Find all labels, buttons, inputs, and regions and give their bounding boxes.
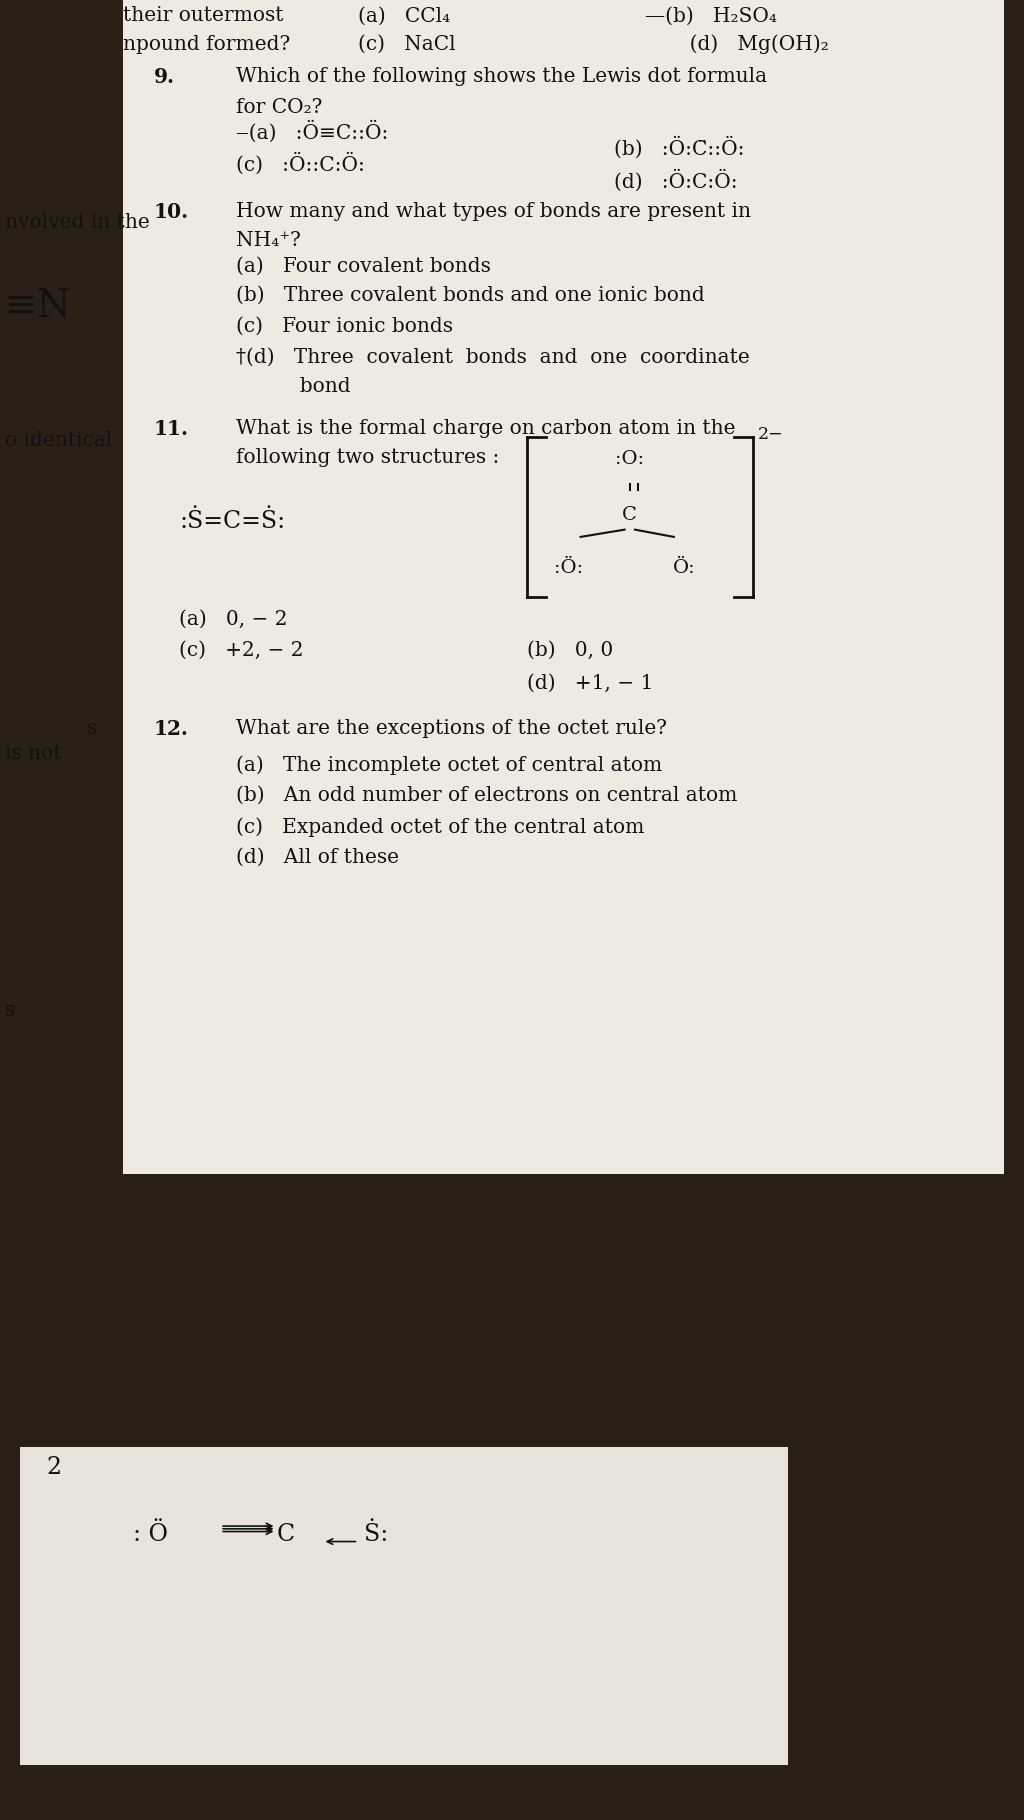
Text: bond: bond <box>236 377 350 395</box>
Text: Ö:: Ö: <box>673 559 695 577</box>
Text: Which of the following shows the Lewis dot formula: Which of the following shows the Lewis d… <box>236 67 767 86</box>
Text: (b)   0, 0: (b) 0, 0 <box>527 641 613 659</box>
Text: What is the formal charge on carbon atom in the: What is the formal charge on carbon atom… <box>236 419 735 437</box>
Text: (c)   Expanded octet of the central atom: (c) Expanded octet of the central atom <box>236 817 644 837</box>
Text: for CO₂?: for CO₂? <box>236 98 322 116</box>
Text: (a)   The incomplete octet of central atom: (a) The incomplete octet of central atom <box>236 755 662 775</box>
Text: (b)   An odd number of electrons on central atom: (b) An odd number of electrons on centra… <box>236 786 737 804</box>
Text: (b)   :Ö:C̈::Ö:: (b) :Ö:C̈::Ö: <box>614 136 744 158</box>
Text: How many and what types of bonds are present in: How many and what types of bonds are pre… <box>236 202 751 220</box>
Text: (d)   Mg(OH)₂: (d) Mg(OH)₂ <box>645 35 828 55</box>
Text: †(d)   Three  covalent  bonds  and  one  coordinate: †(d) Three covalent bonds and one coordi… <box>236 348 750 366</box>
Text: (a)   0, − 2: (a) 0, − 2 <box>179 610 288 628</box>
Text: :O:: :O: <box>615 450 644 468</box>
Text: ‒(a)   :Ö≡C::Ö:: ‒(a) :Ö≡C::Ö: <box>236 120 388 142</box>
Text: 11.: 11. <box>154 419 188 439</box>
Text: (a)   Four covalent bonds: (a) Four covalent bonds <box>236 257 490 275</box>
Text: their outermost: their outermost <box>123 5 284 25</box>
Text: :Ö:: :Ö: <box>554 559 583 577</box>
FancyBboxPatch shape <box>123 0 1004 1174</box>
Text: (c)   :Ö::C:Ö:: (c) :Ö::C:Ö: <box>236 153 365 175</box>
Text: Ṡ:: Ṡ: <box>364 1523 388 1547</box>
Text: 2: 2 <box>46 1456 61 1480</box>
Text: s: s <box>87 719 97 737</box>
Text: (c)   +2, − 2: (c) +2, − 2 <box>179 641 304 659</box>
Text: (d)   All of these: (d) All of these <box>236 848 398 866</box>
Text: 9.: 9. <box>154 67 175 87</box>
Text: following two structures :: following two structures : <box>236 448 499 466</box>
Text: ≡N: ≡N <box>5 288 72 324</box>
Text: (b)   Three covalent bonds and one ionic bond: (b) Three covalent bonds and one ionic b… <box>236 286 705 304</box>
FancyBboxPatch shape <box>20 1447 788 1765</box>
Text: 12.: 12. <box>154 719 188 739</box>
Text: (a)   CCl₄: (a) CCl₄ <box>358 5 451 25</box>
Text: (d)   +1, − 1: (d) +1, − 1 <box>527 673 653 692</box>
Text: o identical: o identical <box>5 431 113 450</box>
Text: (d)   :Ö:C:Ö:: (d) :Ö:C:Ö: <box>614 169 738 191</box>
Text: :Ṡ=C=Ṡ:: :Ṡ=C=Ṡ: <box>179 510 286 533</box>
Text: : Ö: : Ö <box>133 1523 168 1547</box>
Text: 2−: 2− <box>758 426 783 442</box>
Text: —(b)   H₂SO₄: —(b) H₂SO₄ <box>645 5 777 25</box>
Text: C: C <box>276 1523 295 1547</box>
Text: C: C <box>623 506 637 524</box>
Text: (c)   Four ionic bonds: (c) Four ionic bonds <box>236 317 453 335</box>
Text: nvolved in the: nvolved in the <box>5 213 150 231</box>
Text: NH₄⁺?: NH₄⁺? <box>236 231 300 249</box>
Text: s: s <box>5 1001 15 1019</box>
Text: What are the exceptions of the octet rule?: What are the exceptions of the octet rul… <box>236 719 667 737</box>
Text: (c)   NaCl: (c) NaCl <box>358 35 456 53</box>
Text: npound formed?: npound formed? <box>123 35 290 53</box>
Text: is not: is not <box>5 744 61 763</box>
Text: 10.: 10. <box>154 202 188 222</box>
